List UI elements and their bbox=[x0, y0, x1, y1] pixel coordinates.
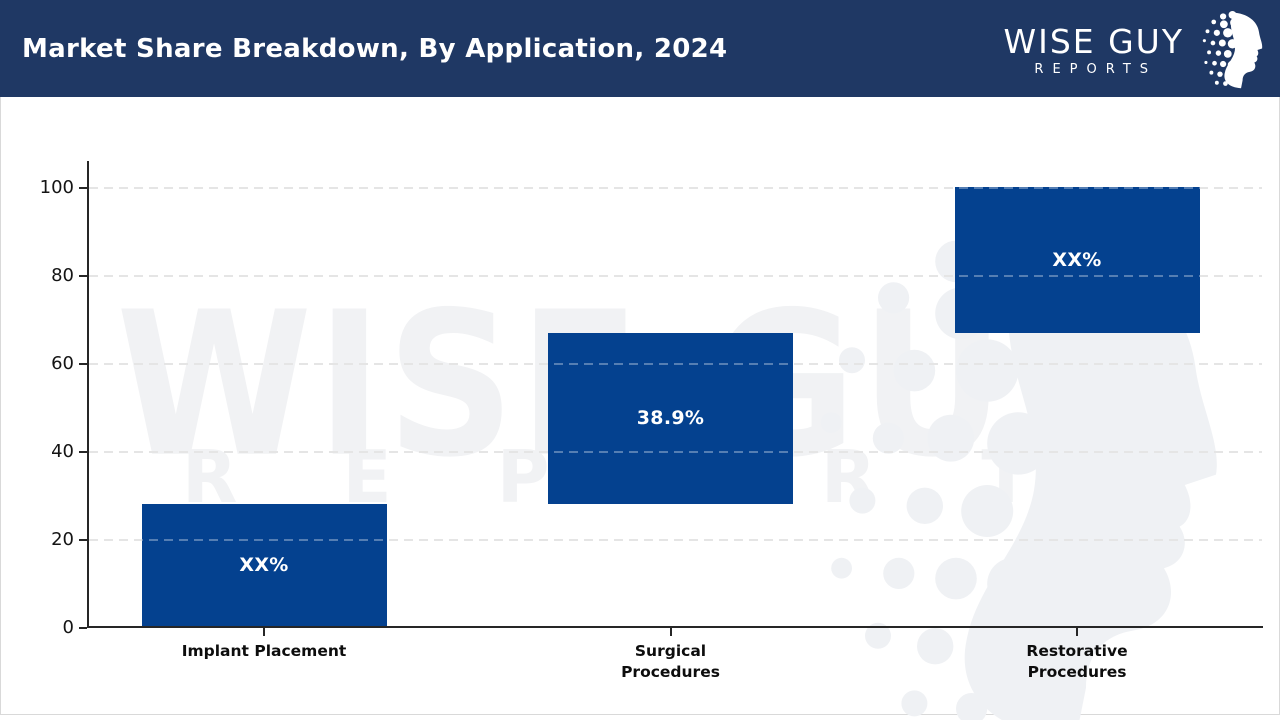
y-tick bbox=[79, 627, 87, 629]
grid-line-overlay bbox=[89, 451, 1262, 453]
y-tick bbox=[79, 275, 87, 277]
logo-subtext: REPORTS bbox=[1034, 61, 1158, 77]
y-tick bbox=[79, 363, 87, 365]
x-tick bbox=[263, 628, 265, 636]
header: Market Share Breakdown, By Application, … bbox=[0, 0, 1280, 97]
grid-line bbox=[89, 539, 1262, 541]
category-label-line: Procedures bbox=[621, 663, 720, 681]
y-tick-label: 20 bbox=[51, 529, 74, 550]
bar: XX% bbox=[141, 503, 387, 627]
bar: XX% bbox=[954, 187, 1200, 333]
bar-value-label: 38.9% bbox=[636, 407, 705, 430]
page-title: Market Share Breakdown, By Application, … bbox=[22, 33, 728, 64]
category-label-line: Procedures bbox=[1027, 663, 1127, 681]
bar: 38.9% bbox=[548, 332, 793, 504]
category-label: Surgical Procedures bbox=[551, 641, 791, 683]
y-tick bbox=[79, 539, 87, 541]
category-label: Restorative Procedures bbox=[957, 641, 1197, 683]
wise-guy-logo: WISE GUY REPORTS bbox=[1003, 8, 1266, 92]
y-tick-label: 80 bbox=[51, 265, 74, 286]
y-tick-label: 60 bbox=[51, 353, 74, 374]
y-tick-label: 100 bbox=[39, 177, 74, 198]
grid-line-overlay bbox=[89, 363, 1262, 365]
grid-line bbox=[89, 187, 1262, 189]
y-tick-label: 0 bbox=[62, 617, 74, 638]
bar-value-label: XX% bbox=[239, 554, 289, 577]
grid-line-overlay bbox=[89, 187, 1262, 189]
x-tick bbox=[1076, 628, 1078, 636]
chart-area: WISE GUY R E P O R T S 020406080100XX%Im… bbox=[0, 97, 1280, 720]
card-border-left bbox=[0, 97, 1, 715]
plot: 0 20 40 60 80 100 XX% Implant Placement 38.9% Sur… bbox=[0, 97, 1280, 715]
wise-guy-face-icon bbox=[1202, 11, 1263, 89]
card-border-bottom bbox=[0, 714, 1280, 715]
x-tick bbox=[669, 628, 672, 636]
y-tick bbox=[79, 187, 87, 189]
logo-wordmark: WISE GUY bbox=[1003, 21, 1184, 61]
y-axis bbox=[87, 161, 89, 628]
grid-line-overlay bbox=[89, 275, 1262, 277]
grid-line-overlay bbox=[89, 539, 1262, 541]
grid-line bbox=[89, 275, 1262, 277]
bar-value-label: XX% bbox=[1052, 248, 1102, 271]
y-tick bbox=[79, 451, 87, 453]
wise-guy-logo-text: WISE GUY REPORTS bbox=[1003, 25, 1184, 76]
category-label-line: Surgical bbox=[634, 642, 707, 660]
y-tick-label: 40 bbox=[51, 441, 74, 462]
x-axis bbox=[87, 626, 1263, 628]
category-label-line: Implant Placement bbox=[181, 642, 347, 660]
category-label-line: Restorative bbox=[1026, 642, 1128, 660]
category-label: Implant Placement bbox=[144, 641, 384, 662]
